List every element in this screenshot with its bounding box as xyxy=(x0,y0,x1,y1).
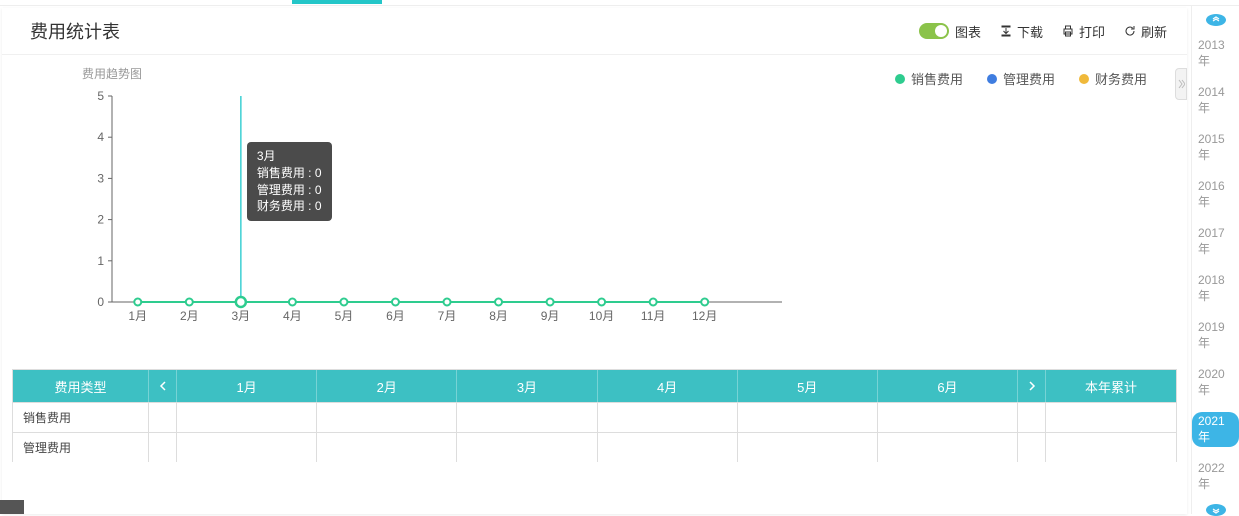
table-prev-button[interactable] xyxy=(149,370,177,402)
td-spacer xyxy=(149,403,177,432)
top-tab-bar xyxy=(0,0,1239,6)
td-month xyxy=(738,403,878,432)
year-item[interactable]: 2020年 xyxy=(1192,365,1239,400)
refresh-label: 刷新 xyxy=(1141,22,1167,41)
td-month xyxy=(738,433,878,462)
page-title: 费用统计表 xyxy=(30,18,120,44)
svg-text:11月: 11月 xyxy=(641,309,665,323)
year-scroll-down[interactable] xyxy=(1206,504,1226,516)
td-month xyxy=(457,403,597,432)
year-item[interactable]: 2021年 xyxy=(1192,412,1239,447)
month-headers: 1月2月3月4月5月6月 xyxy=(177,370,1018,402)
th-month: 2月 xyxy=(317,370,457,402)
year-rail: 2013年 2014年 2015年 2016年 2017年 2018年 2019年 2020年… xyxy=(1191,6,1239,514)
svg-text:9月: 9月 xyxy=(541,309,560,323)
svg-text:1月: 1月 xyxy=(128,309,147,323)
td-month xyxy=(878,403,1018,432)
expense-table: 费用类型 1月2月3月4月5月6月 本年累计 销售费用管理费用 xyxy=(12,369,1177,462)
year-list: 2013年 2014年 2015年 2016年 2017年 2018年 2019年 2020年… xyxy=(1192,36,1239,494)
svg-text:6月: 6月 xyxy=(386,309,405,323)
table-row: 管理费用 xyxy=(13,432,1176,462)
td-type: 管理费用 xyxy=(13,433,149,462)
header-row: 费用统计表 图表 下载 打印 xyxy=(2,8,1187,55)
svg-text:5: 5 xyxy=(97,89,104,103)
td-month xyxy=(177,403,317,432)
td-month xyxy=(317,403,457,432)
svg-text:0: 0 xyxy=(97,295,104,309)
chart-area: 费用趋势图 销售费用管理费用财务费用 0123451月2月3月4月5月6月7月8… xyxy=(2,55,1187,349)
trend-chart: 0 1 2 3 4 5 1月 2月 3月 4月 5月 6月 7月 8月 9月 10月 11月 12月 xyxy=(82,86,782,326)
year-item[interactable]: 2015年 xyxy=(1192,130,1239,165)
chart-svg-holder: 0123451月2月3月4月5月6月7月8月9月10月11月12月 3月销售费用… xyxy=(82,86,1147,329)
td-spacer xyxy=(1018,433,1046,462)
svg-text:10月: 10月 xyxy=(589,309,614,323)
legend-dot xyxy=(1079,74,1089,84)
active-tab-indicator xyxy=(292,0,382,4)
header-tools: 图表 下载 打印 刷新 xyxy=(919,22,1167,41)
td-total xyxy=(1046,433,1176,462)
td-month xyxy=(317,433,457,462)
td-total xyxy=(1046,403,1176,432)
td-month xyxy=(177,433,317,462)
download-button[interactable]: 下载 xyxy=(999,22,1043,41)
th-month: 4月 xyxy=(598,370,738,402)
print-label: 打印 xyxy=(1079,22,1105,41)
chart-toggle[interactable] xyxy=(919,23,949,39)
year-scroll-up[interactable] xyxy=(1206,14,1226,26)
footer-tab xyxy=(0,500,24,514)
td-month xyxy=(878,433,1018,462)
legend-dot xyxy=(895,74,905,84)
td-month xyxy=(457,433,597,462)
svg-text:2月: 2月 xyxy=(180,309,199,323)
year-item[interactable]: 2013年 xyxy=(1192,36,1239,71)
th-total: 本年累计 xyxy=(1046,370,1176,402)
td-month xyxy=(598,433,738,462)
year-item[interactable]: 2018年 xyxy=(1192,271,1239,306)
left-panel: 费用统计表 图表 下载 打印 xyxy=(2,8,1187,514)
print-button[interactable]: 打印 xyxy=(1061,22,1105,41)
year-item[interactable]: 2022年 xyxy=(1192,459,1239,494)
print-icon xyxy=(1061,24,1075,38)
svg-text:4月: 4月 xyxy=(283,309,302,323)
year-item[interactable]: 2017年 xyxy=(1192,224,1239,259)
th-month: 1月 xyxy=(177,370,317,402)
svg-text:3: 3 xyxy=(97,171,104,185)
collapse-handle[interactable] xyxy=(1175,68,1187,100)
th-month: 5月 xyxy=(738,370,878,402)
td-spacer xyxy=(1018,403,1046,432)
year-item[interactable]: 2016年 xyxy=(1192,177,1239,212)
year-item[interactable]: 2019年 xyxy=(1192,318,1239,353)
table-next-button[interactable] xyxy=(1018,370,1046,402)
td-month xyxy=(598,403,738,432)
table-body: 销售费用管理费用 xyxy=(13,402,1176,462)
year-item[interactable]: 2014年 xyxy=(1192,83,1239,118)
th-month: 6月 xyxy=(878,370,1018,402)
chart-toggle-label: 图表 xyxy=(955,22,981,41)
svg-text:4: 4 xyxy=(97,130,104,144)
th-month: 3月 xyxy=(457,370,597,402)
refresh-icon xyxy=(1123,24,1137,38)
download-label: 下载 xyxy=(1017,22,1043,41)
svg-text:7月: 7月 xyxy=(438,309,457,323)
chart-toggle-wrap: 图表 xyxy=(919,22,981,41)
table-row: 销售费用 xyxy=(13,402,1176,432)
svg-text:5月: 5月 xyxy=(335,309,354,323)
legend-dot xyxy=(987,74,997,84)
svg-text:12月: 12月 xyxy=(692,309,717,323)
th-type: 费用类型 xyxy=(13,370,149,402)
svg-text:8月: 8月 xyxy=(489,309,508,323)
svg-text:2: 2 xyxy=(97,213,104,227)
td-spacer xyxy=(149,433,177,462)
svg-text:3月: 3月 xyxy=(232,309,251,323)
table-header: 费用类型 1月2月3月4月5月6月 本年累计 xyxy=(13,370,1176,402)
download-icon xyxy=(999,24,1013,38)
td-type: 销售费用 xyxy=(13,403,149,432)
refresh-button[interactable]: 刷新 xyxy=(1123,22,1167,41)
main-wrap: 费用统计表 图表 下载 打印 xyxy=(0,6,1239,514)
svg-text:1: 1 xyxy=(97,254,104,268)
